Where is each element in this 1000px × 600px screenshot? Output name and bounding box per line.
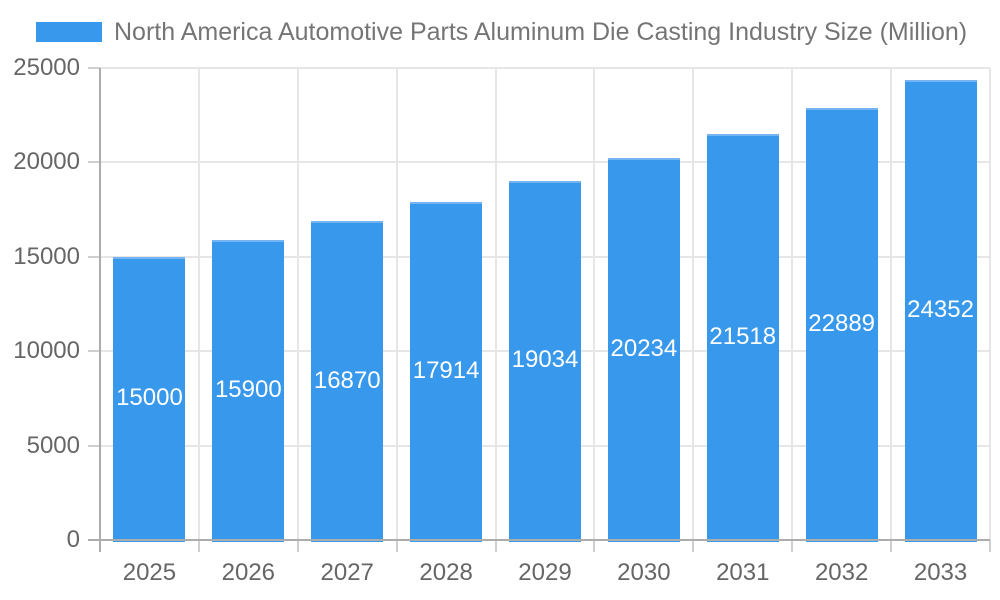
y-axis-tick: [88, 444, 100, 447]
y-gridline: [100, 161, 990, 164]
x-gridline: [197, 68, 200, 540]
bar-2030[interactable]: [607, 157, 680, 542]
y-axis-tick-label: 20000: [13, 148, 80, 176]
x-gridline: [296, 68, 299, 540]
y-axis-tick-label: 10000: [13, 337, 80, 365]
x-axis-tick: [791, 540, 794, 552]
x-gridline: [791, 68, 794, 540]
x-axis-tick: [395, 540, 398, 552]
x-axis-label-2030: 2030: [617, 559, 671, 586]
bar-2027[interactable]: [311, 221, 384, 542]
bar-2033[interactable]: [904, 80, 977, 542]
x-axis-tick: [692, 540, 695, 552]
x-axis-label-2032: 2032: [814, 559, 869, 586]
bar-value-label: 24352: [907, 296, 974, 324]
x-gridline: [395, 68, 398, 540]
bar-2026[interactable]: [212, 239, 285, 542]
bar-2028[interactable]: [410, 201, 483, 542]
x-axis-tick: [593, 540, 596, 552]
x-gridline: [593, 68, 596, 540]
x-axis-tick: [494, 540, 497, 552]
y-gridline: [100, 67, 990, 69]
legend-label: North America Automotive Parts Aluminum …: [114, 18, 968, 46]
x-axis-tick: [989, 540, 991, 552]
bar-value-label: 16870: [313, 366, 381, 394]
bar-2025[interactable]: [113, 256, 186, 542]
x-axis-tick: [197, 540, 200, 552]
bar-value-label: 21518: [709, 322, 777, 350]
x-axis-tick: [890, 540, 893, 552]
y-axis-tick-label: 5000: [26, 431, 80, 459]
y-axis-tick-label: 0: [66, 526, 80, 553]
bar-value-label: 19034: [511, 346, 579, 374]
bar-value-label: 22889: [808, 309, 876, 337]
legend-swatch: [36, 22, 102, 42]
y-axis-tick: [88, 67, 100, 69]
y-axis-tick-label: 15000: [13, 242, 80, 270]
bar-value-label: 20234: [610, 334, 678, 362]
x-axis-tick: [296, 540, 299, 552]
y-axis-tick: [88, 161, 100, 164]
x-axis-label-2031: 2031: [716, 559, 770, 586]
x-axis-label-2028: 2028: [419, 559, 473, 586]
legend-item[interactable]: North America Automotive Parts Aluminum …: [36, 16, 967, 48]
bar-2032[interactable]: [805, 107, 878, 542]
y-axis-tick-label: 25000: [13, 54, 80, 81]
x-gridline: [692, 68, 695, 540]
x-axis-label-2033: 2033: [913, 559, 968, 586]
bar-value-label: 17914: [412, 356, 480, 384]
x-gridline: [989, 68, 991, 540]
x-axis-label-2025: 2025: [122, 559, 177, 586]
bar-value-label: 15900: [214, 375, 282, 403]
x-axis-label-2026: 2026: [221, 559, 276, 586]
x-axis-label-2027: 2027: [320, 559, 374, 586]
x-gridline: [890, 68, 893, 540]
bar-2029[interactable]: [509, 180, 581, 542]
x-gridline: [494, 68, 497, 540]
x-axis-line: [88, 539, 990, 541]
y-axis-tick: [88, 255, 100, 258]
bar-2031[interactable]: [706, 133, 779, 542]
x-axis-label-2029: 2029: [518, 559, 572, 586]
y-axis-line: [99, 68, 101, 552]
bar-value-label: 15000: [116, 384, 183, 412]
y-axis-tick: [88, 350, 100, 353]
